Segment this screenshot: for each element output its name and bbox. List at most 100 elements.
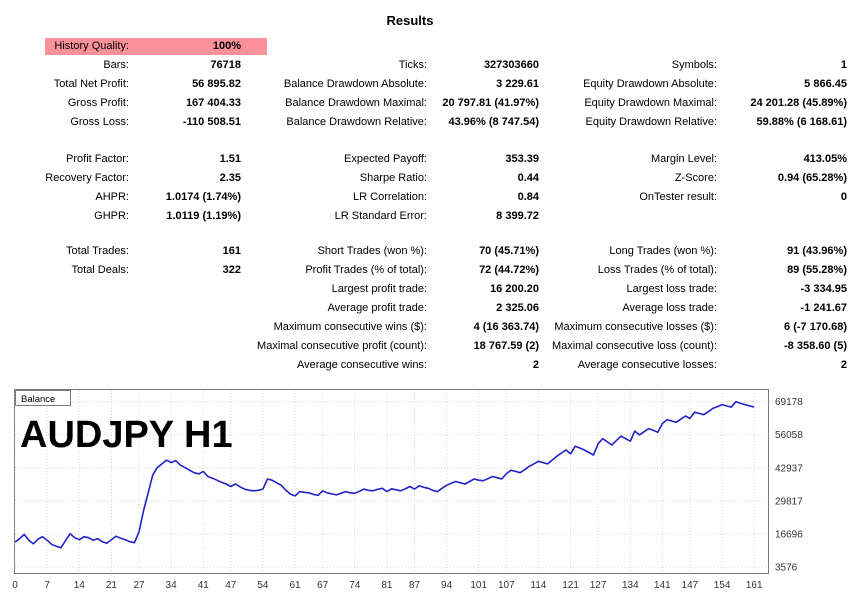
stats-row: Bars: 76718 Ticks: 327303660 Symbols: 1	[45, 56, 866, 75]
stat-label: Average loss trade:	[622, 302, 717, 314]
stats-row: Total Trades: 161 Short Trades (won %): 70 …	[45, 242, 866, 261]
stat-value: 413.05%	[803, 153, 847, 165]
stat-value: 167 404.33	[185, 97, 241, 109]
stat-label: LR Correlation:	[353, 191, 427, 203]
stat-value: 327303660	[483, 59, 539, 71]
stats-row: Gross Profit: 167 404.33 Balance Drawdown …	[45, 94, 866, 113]
x-axis-label: 14	[74, 580, 86, 591]
stat-label: Total Net Profit:	[53, 78, 129, 90]
x-axis-label: 41	[198, 580, 210, 591]
stat-value: 2	[532, 359, 539, 371]
stat-label: Largest profit trade:	[331, 283, 427, 295]
stats-row: Average consecutive wins: 2 Average consec…	[45, 356, 866, 375]
stat-label: GHPR:	[94, 210, 129, 222]
stat-label: Equity Drawdown Absolute:	[583, 78, 717, 90]
stats-row: Maximal consecutive profit (count): 18 76…	[45, 337, 866, 356]
y-axis-label: 3576	[775, 563, 798, 574]
x-axis-label: 107	[498, 580, 515, 591]
stat-value: -1 241.67	[800, 302, 847, 314]
y-axis-label: 42937	[775, 463, 803, 474]
stats-spacer-row	[45, 132, 866, 150]
x-axis-label: 47	[225, 580, 237, 591]
stat-label: Largest loss trade:	[626, 283, 718, 295]
stats-row: GHPR: 1.0119 (1.19%) LR Standard Error: 8 3…	[45, 207, 866, 226]
x-axis-label: 67	[317, 580, 329, 591]
stat-label: Equity Drawdown Maximal:	[584, 97, 717, 109]
stat-value: 2.35	[219, 172, 241, 184]
stat-value: 43.96% (8 747.54)	[448, 116, 539, 128]
stat-label: Balance Drawdown Absolute:	[283, 78, 427, 90]
x-axis-label: 161	[746, 580, 763, 591]
stat-label: Loss Trades (% of total):	[597, 264, 717, 276]
stats-row: Total Deals: 322 Profit Trades (% of total…	[45, 261, 866, 280]
stat-value: -8 358.60 (5)	[784, 340, 847, 352]
stat-label: Profit Factor:	[66, 153, 129, 165]
stat-value: 16 200.20	[490, 283, 539, 295]
y-axis-label: 29817	[775, 496, 803, 507]
stats-table: History Quality: 100% Bars: 76718 Ticks: 3273…	[45, 37, 866, 375]
stat-value: 0.94 (65.28%)	[777, 172, 847, 184]
stats-row: Total Net Profit: 56 895.82 Balance Drawdo…	[45, 75, 866, 94]
stat-label: Symbols:	[671, 59, 717, 71]
stat-value: 91 (43.96%)	[787, 245, 847, 257]
x-axis-label: 21	[106, 580, 118, 591]
stat-label: LR Standard Error:	[334, 210, 427, 222]
stat-label: Sharpe Ratio:	[359, 172, 427, 184]
y-axis-label: 16696	[775, 529, 803, 540]
x-axis-label: 114	[530, 580, 546, 591]
x-axis-label: 74	[349, 580, 361, 591]
stat-label: Total Deals:	[71, 264, 129, 276]
stat-label: Gross Loss:	[70, 116, 129, 128]
stats-row: Average profit trade: 2 325.06 Average los…	[45, 299, 866, 318]
x-axis-label: 94	[441, 580, 453, 591]
y-axis-label: 69178	[775, 397, 803, 408]
chart-symbol-title: AUDJPY H1	[20, 414, 233, 456]
stat-label: Maximal consecutive profit (count):	[257, 340, 427, 352]
stat-label: Ticks:	[398, 59, 427, 71]
x-axis-label: 87	[409, 580, 421, 591]
stat-label: Long Trades (won %):	[609, 245, 717, 257]
stat-label: Margin Level:	[650, 153, 717, 165]
stat-value: 2 325.06	[496, 302, 539, 314]
x-axis-label: 27	[133, 580, 145, 591]
stat-value: -110 508.51	[182, 116, 241, 128]
x-axis-label: 141	[654, 580, 671, 591]
stat-value: 89 (55.28%)	[787, 264, 847, 276]
stat-label: Maximal consecutive loss (count):	[551, 340, 717, 352]
balance-chart: AUDJPY H1 Balance 3576 16696 29817 42937 56058…	[12, 389, 803, 591]
x-axis-label: 147	[682, 580, 699, 591]
stat-value: 8 399.72	[496, 210, 539, 222]
legend-box	[15, 390, 71, 406]
stat-value: 2	[840, 359, 847, 371]
y-axis-label: 56058	[775, 430, 803, 441]
balance-line	[14, 400, 755, 549]
stat-label: Balance Drawdown Maximal:	[285, 97, 427, 109]
stat-label: Z-Score:	[674, 172, 717, 184]
x-axis-label: 34	[166, 580, 178, 591]
stat-value: 56 895.82	[192, 78, 241, 90]
stat-value: 6 (-7 170.68)	[784, 321, 847, 333]
stat-value: 20 797.81 (41.97%)	[442, 97, 539, 109]
stat-value: 161	[222, 245, 241, 257]
stat-value: 24 201.28 (45.89%)	[750, 97, 847, 109]
stat-label: Equity Drawdown Relative:	[585, 116, 717, 128]
stat-label: AHPR:	[95, 191, 129, 203]
page-title: Results	[386, 13, 434, 28]
stats-row: Recovery Factor: 2.35 Sharpe Ratio: 0.44 Z-S…	[45, 169, 866, 188]
stat-value: 72 (44.72%)	[479, 264, 539, 276]
stat-label: Average consecutive losses:	[577, 359, 717, 371]
stat-value: 3 229.61	[496, 78, 539, 90]
x-axis-label: 154	[714, 580, 731, 591]
stat-label: Expected Payoff:	[344, 153, 427, 165]
stat-value: 322	[222, 264, 241, 276]
x-axis-label: 127	[590, 580, 607, 591]
stat-value: 353.39	[505, 153, 539, 165]
balance-chart-container: AUDJPY H1 Balance 3576 16696 29817 42937 56058…	[12, 389, 866, 593]
stat-value: 5 866.45	[804, 78, 847, 90]
stat-label: Gross Profit:	[67, 97, 129, 109]
stat-label: Balance Drawdown Relative:	[286, 116, 427, 128]
x-axis-label: 81	[381, 580, 393, 591]
stats-spacer-row	[45, 226, 866, 242]
stat-label: Bars:	[103, 59, 129, 71]
x-axis-label: 134	[622, 580, 639, 591]
